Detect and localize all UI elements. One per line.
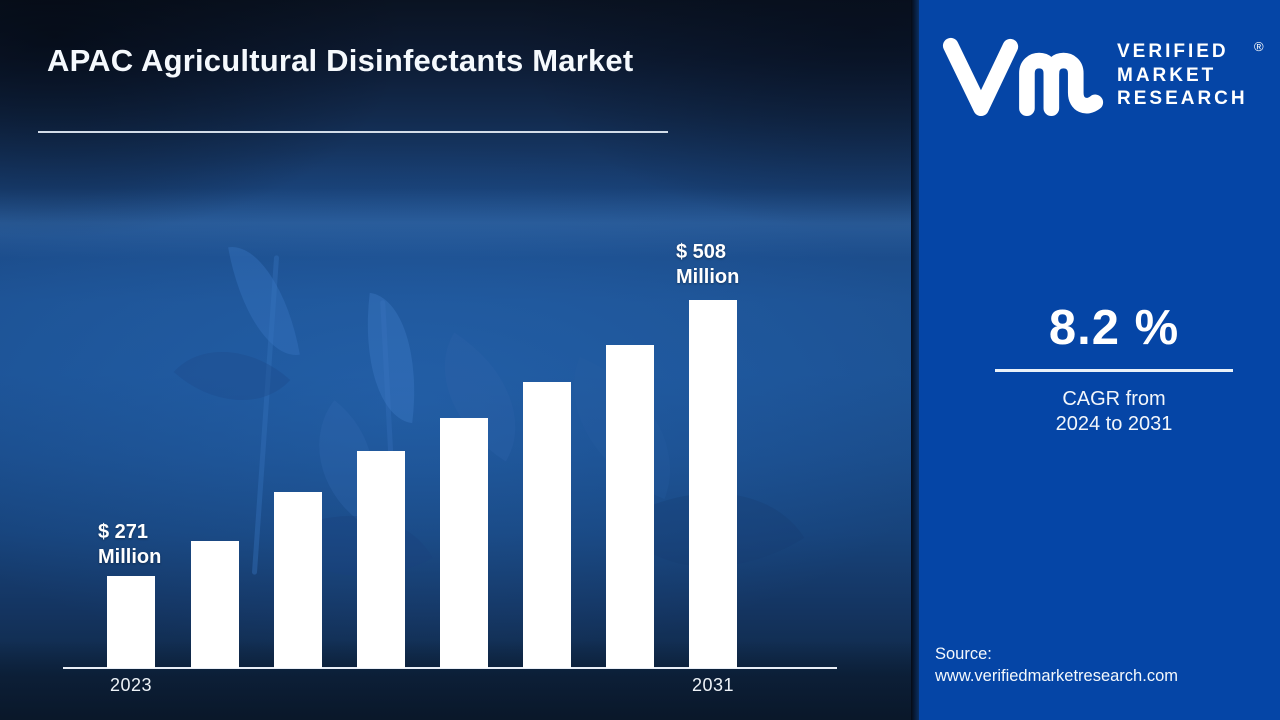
bar — [523, 382, 571, 668]
logo-line-market: MARKET — [1117, 64, 1217, 86]
bar — [689, 300, 737, 668]
panel-divider — [911, 0, 919, 720]
bar-unit: Million — [98, 546, 162, 568]
x-tick-label: 2031 — [691, 675, 735, 695]
bar-value: $ 508 — [676, 241, 727, 263]
summary-panel: VERIFIED MARKET RESEARCH ® 8.2 % CAGR fr… — [919, 0, 1280, 720]
registered-trademark-icon: ® — [1254, 39, 1264, 54]
bar — [440, 418, 488, 668]
bar-chart: $ 271 Million $ 508 Million 2023 2031 — [63, 240, 837, 695]
bar — [274, 492, 322, 668]
source-block: Source: www.verifiedmarketresearch.com — [935, 643, 1178, 687]
last-bar-label: $ 508 Million — [676, 240, 739, 290]
cagr-caption-line2: 2024 to 2031 — [1055, 413, 1173, 435]
cagr-caption: CAGR from 2024 to 2031 — [954, 387, 1274, 437]
logo-line-verified: VERIFIED — [1117, 41, 1229, 62]
bar-unit: Million — [676, 266, 740, 288]
stat-divider — [995, 369, 1233, 372]
source-url[interactable]: www.verifiedmarketresearch.com — [935, 667, 1178, 685]
first-bar-label: $ 271 Million — [98, 520, 161, 570]
bar — [191, 541, 239, 668]
page-title: APAC Agricultural Disinfectants Market — [47, 43, 634, 78]
logo-line-research: RESEARCH — [1117, 88, 1248, 109]
title-underline — [38, 131, 668, 133]
cagr-caption-line1: CAGR from — [1062, 388, 1166, 410]
cagr-value: 8.2 % — [1048, 301, 1180, 355]
bar-value: $ 271 — [98, 521, 149, 543]
background-photo: APAC Agricultural Disinfectants Market $… — [0, 0, 911, 720]
x-tick-label: 2023 — [109, 675, 153, 695]
vmr-logo-text: VERIFIED MARKET RESEARCH ® — [1117, 39, 1264, 111]
cagr-stat: 8.2 % CAGR from 2024 to 2031 — [954, 300, 1274, 437]
source-label: Source: — [935, 645, 992, 663]
vmr-monogram-icon — [942, 37, 1104, 117]
bar — [107, 576, 155, 668]
bar — [357, 451, 405, 668]
x-axis-line — [63, 667, 837, 669]
bar — [606, 345, 654, 668]
